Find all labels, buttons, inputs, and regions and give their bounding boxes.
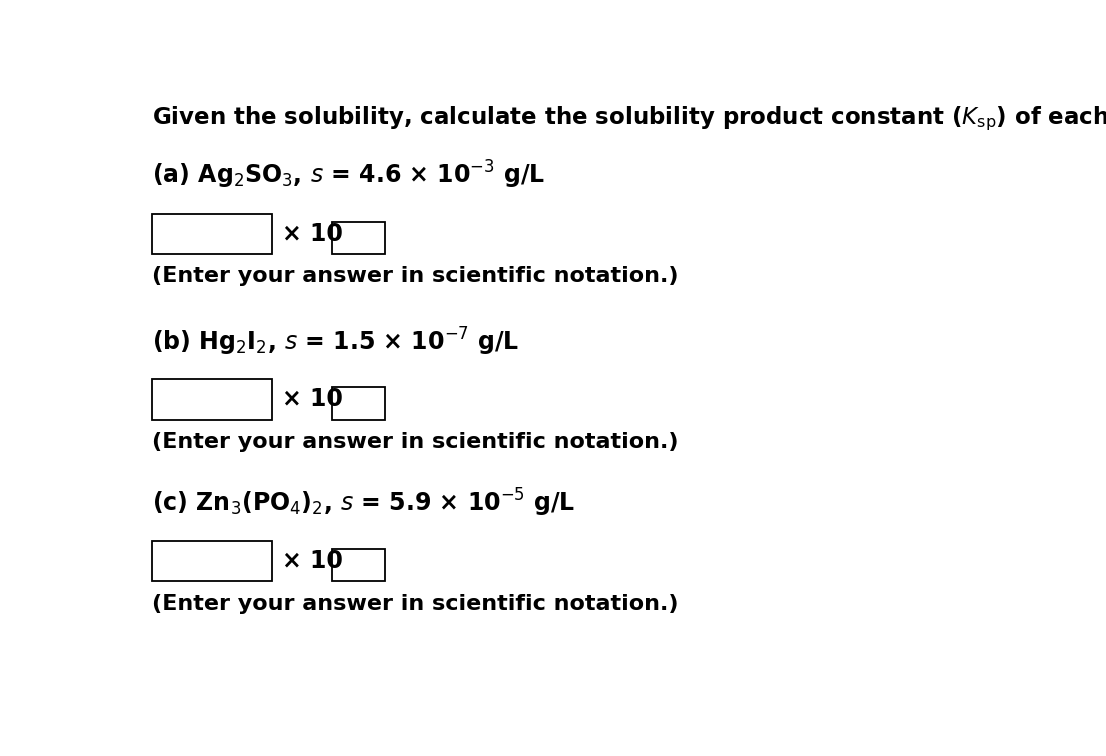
FancyBboxPatch shape [153, 214, 272, 254]
Text: (b) Hg$_{2}$I$_{2}$, $s$ = 1.5 × 10$^{-7}$ g/L: (b) Hg$_{2}$I$_{2}$, $s$ = 1.5 × 10$^{-7… [153, 326, 520, 358]
Text: × 10: × 10 [282, 549, 343, 573]
FancyBboxPatch shape [332, 222, 385, 254]
Text: (Enter your answer in scientific notation.): (Enter your answer in scientific notatio… [153, 266, 679, 287]
Text: (a) Ag$_{2}$SO$_{3}$, $s$ = 4.6 × 10$^{-3}$ g/L: (a) Ag$_{2}$SO$_{3}$, $s$ = 4.6 × 10$^{-… [153, 159, 545, 191]
FancyBboxPatch shape [332, 387, 385, 420]
FancyBboxPatch shape [153, 541, 272, 581]
Text: (Enter your answer in scientific notation.): (Enter your answer in scientific notatio… [153, 432, 679, 452]
Text: (c) Zn$_{3}$(PO$_{4}$)$_{2}$, $s$ = 5.9 × 10$^{-5}$ g/L: (c) Zn$_{3}$(PO$_{4}$)$_{2}$, $s$ = 5.9 … [153, 488, 575, 519]
FancyBboxPatch shape [332, 549, 385, 581]
Text: (Enter your answer in scientific notation.): (Enter your answer in scientific notatio… [153, 593, 679, 614]
FancyBboxPatch shape [153, 380, 272, 420]
Text: Given the solubility, calculate the solubility product constant ($K_{\mathrm{sp}: Given the solubility, calculate the solu… [153, 104, 1106, 133]
Text: × 10: × 10 [282, 222, 343, 246]
Text: × 10: × 10 [282, 388, 343, 411]
